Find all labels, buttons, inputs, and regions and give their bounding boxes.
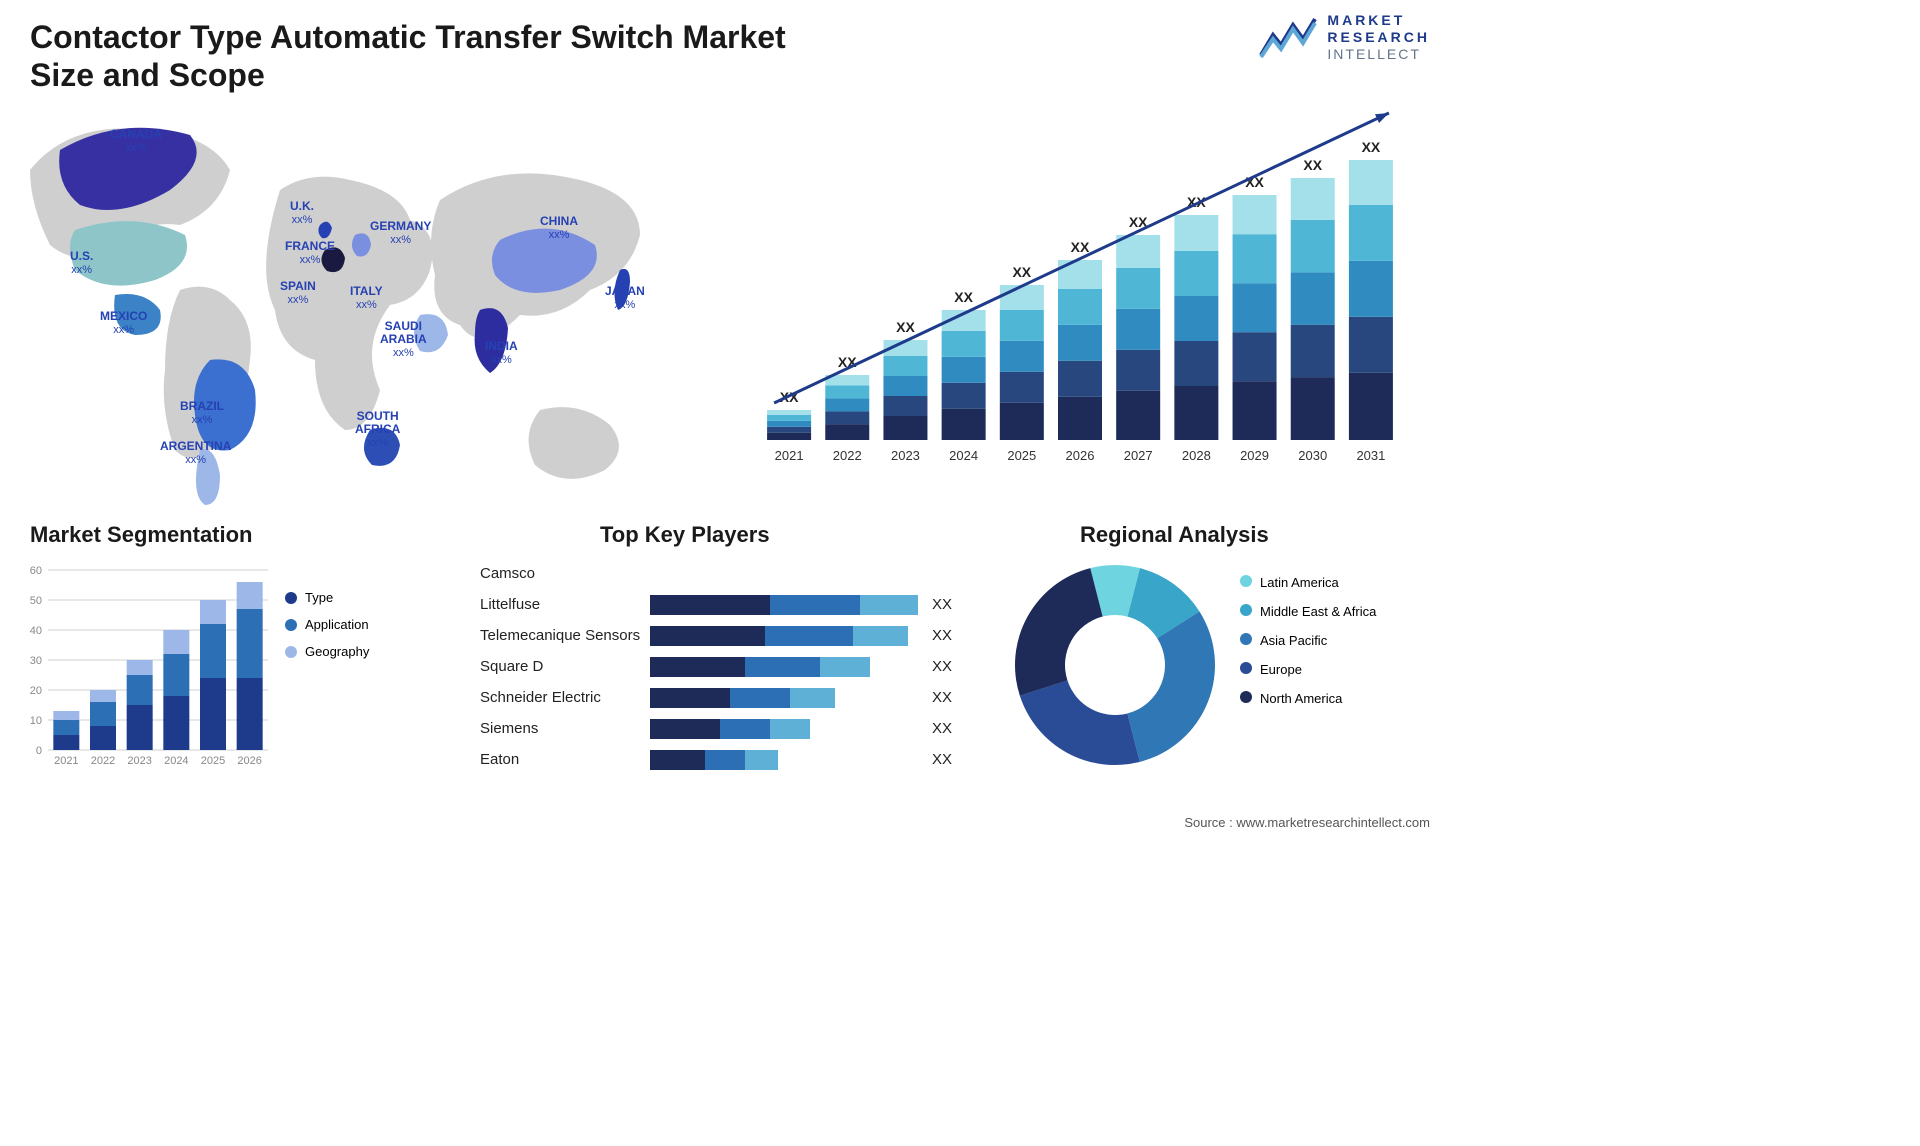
svg-text:20: 20 xyxy=(30,685,42,697)
map-label-argentina: ARGENTINAxx% xyxy=(160,440,231,466)
world-map: CANADAxx% U.S.xx% MEXICOxx% BRAZILxx% ARGENT… xyxy=(20,110,680,510)
map-label-france: FRANCExx% xyxy=(285,240,335,266)
svg-text:XX: XX xyxy=(1012,264,1031,280)
segmentation-heading: Market Segmentation xyxy=(30,522,253,548)
player-bar xyxy=(650,750,920,770)
player-bar xyxy=(650,564,920,584)
segmentation-chart: 0 10 20 30 40 50 60 2021 2022 2023 2024 2025 2026 xyxy=(20,560,280,780)
brand-logo: MARKET RESEARCH INTELLECT xyxy=(1259,12,1430,62)
source-text: Source : www.marketresearchintellect.com xyxy=(1184,815,1430,830)
regional-donut xyxy=(1010,560,1220,770)
map-label-japan: JAPANxx% xyxy=(605,285,645,311)
region-legend-item: North America xyxy=(1240,691,1376,706)
map-label-canada: CANADAxx% xyxy=(110,128,162,154)
player-name: Square D xyxy=(480,658,650,675)
svg-text:XX: XX xyxy=(954,289,973,305)
svg-text:XX: XX xyxy=(896,319,915,335)
player-bar xyxy=(650,626,920,646)
svg-text:2022: 2022 xyxy=(833,448,862,463)
regional-legend: Latin America Middle East & Africa Asia Pa… xyxy=(1240,575,1376,720)
player-value: XX xyxy=(932,751,952,768)
svg-text:2022: 2022 xyxy=(91,755,115,767)
logo-line3: INTELLECT xyxy=(1327,46,1430,63)
map-label-india: INDIAxx% xyxy=(485,340,518,366)
player-bar xyxy=(650,657,920,677)
svg-text:40: 40 xyxy=(30,625,42,637)
segmentation-legend: Type Application Geography xyxy=(285,590,369,671)
player-row: Eaton XX xyxy=(480,744,980,775)
map-label-saudi-arabia: SAUDIARABIAxx% xyxy=(380,320,427,360)
map-label-italy: ITALYxx% xyxy=(350,285,383,311)
player-row: Schneider Electric XX xyxy=(480,682,980,713)
svg-text:2030: 2030 xyxy=(1298,448,1327,463)
player-value: XX xyxy=(932,627,952,644)
svg-text:2023: 2023 xyxy=(127,755,151,767)
seg-legend-geography: Geography xyxy=(285,644,369,659)
player-bar xyxy=(650,719,920,739)
logo-line1: MARKET xyxy=(1327,12,1430,29)
svg-text:60: 60 xyxy=(30,565,42,577)
player-value: XX xyxy=(932,596,952,613)
svg-text:XX: XX xyxy=(1071,239,1090,255)
map-label-china: CHINAxx% xyxy=(540,215,578,241)
map-label-brazil: BRAZILxx% xyxy=(180,400,224,426)
svg-text:2026: 2026 xyxy=(237,755,261,767)
svg-text:XX: XX xyxy=(1362,139,1381,155)
player-name: Littelfuse xyxy=(480,596,650,613)
region-legend-item: Europe xyxy=(1240,662,1376,677)
svg-text:50: 50 xyxy=(30,595,42,607)
player-name: Telemecanique Sensors xyxy=(480,627,650,644)
svg-text:2024: 2024 xyxy=(164,755,188,767)
map-label-south-africa: SOUTHAFRICAxx% xyxy=(355,410,400,450)
svg-text:2023: 2023 xyxy=(891,448,920,463)
key-players-list: Camsco Littelfuse XX Telemecanique Sensors X… xyxy=(480,558,980,775)
player-row: Camsco xyxy=(480,558,980,589)
map-label-germany: GERMANYxx% xyxy=(370,220,431,246)
logo-line2: RESEARCH xyxy=(1327,29,1430,46)
player-value: XX xyxy=(932,720,952,737)
region-legend-item: Middle East & Africa xyxy=(1240,604,1376,619)
region-legend-item: Asia Pacific xyxy=(1240,633,1376,648)
svg-text:2026: 2026 xyxy=(1066,448,1095,463)
player-row: Telemecanique Sensors XX xyxy=(480,620,980,651)
player-name: Schneider Electric xyxy=(480,689,650,706)
svg-text:2027: 2027 xyxy=(1124,448,1153,463)
svg-text:10: 10 xyxy=(30,715,42,727)
svg-text:2024: 2024 xyxy=(949,448,978,463)
svg-text:30: 30 xyxy=(30,655,42,667)
player-value: XX xyxy=(932,689,952,706)
svg-text:2029: 2029 xyxy=(1240,448,1269,463)
player-name: Siemens xyxy=(480,720,650,737)
player-name: Eaton xyxy=(480,751,650,768)
player-bar xyxy=(650,688,920,708)
map-label-mexico: MEXICOxx% xyxy=(100,310,147,336)
player-row: Siemens XX xyxy=(480,713,980,744)
logo-mark-icon xyxy=(1259,15,1317,59)
svg-text:2021: 2021 xyxy=(775,448,804,463)
map-label-u-s-: U.S.xx% xyxy=(70,250,93,276)
svg-text:XX: XX xyxy=(1303,157,1322,173)
svg-text:0: 0 xyxy=(36,745,42,757)
seg-legend-application: Application xyxy=(285,617,369,632)
key-players-heading: Top Key Players xyxy=(600,522,770,548)
map-label-u-k-: U.K.xx% xyxy=(290,200,314,226)
page-title: Contactor Type Automatic Transfer Switch… xyxy=(30,18,810,95)
svg-text:2028: 2028 xyxy=(1182,448,1211,463)
growth-bar-chart: XX2021XX2022XX2023XX2024XX2025XX2026XX20… xyxy=(730,110,1410,480)
region-legend-item: Latin America xyxy=(1240,575,1376,590)
player-row: Square D XX xyxy=(480,651,980,682)
svg-text:2025: 2025 xyxy=(201,755,225,767)
map-label-spain: SPAINxx% xyxy=(280,280,316,306)
svg-text:2025: 2025 xyxy=(1007,448,1036,463)
seg-legend-type: Type xyxy=(285,590,369,605)
player-bar xyxy=(650,595,920,615)
svg-text:2031: 2031 xyxy=(1356,448,1385,463)
player-row: Littelfuse XX xyxy=(480,589,980,620)
svg-text:2021: 2021 xyxy=(54,755,78,767)
regional-heading: Regional Analysis xyxy=(1080,522,1269,548)
player-value: XX xyxy=(932,658,952,675)
player-name: Camsco xyxy=(480,565,650,582)
